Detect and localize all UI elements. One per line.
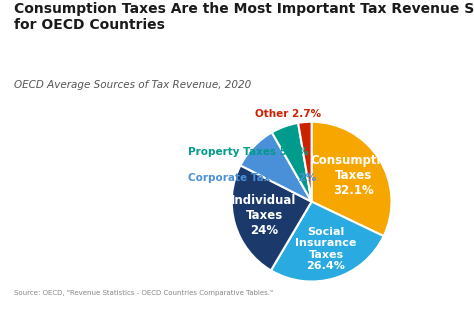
Wedge shape <box>240 132 311 202</box>
Wedge shape <box>271 202 383 281</box>
Text: OECD Average Sources of Tax Revenue, 2020: OECD Average Sources of Tax Revenue, 202… <box>14 80 252 90</box>
Text: Consumption
Taxes
32.1%: Consumption Taxes 32.1% <box>310 154 397 197</box>
Wedge shape <box>311 122 392 236</box>
Text: Corporate Taxes 9.2%: Corporate Taxes 9.2% <box>188 173 316 183</box>
Text: Consumption Taxes Are the Most Important Tax Revenue Source
for OECD Countries: Consumption Taxes Are the Most Important… <box>14 2 474 32</box>
Text: Property Taxes 5.6%: Property Taxes 5.6% <box>188 147 309 157</box>
Wedge shape <box>298 122 311 202</box>
Text: Other 2.7%: Other 2.7% <box>255 109 321 119</box>
Wedge shape <box>232 165 311 270</box>
Wedge shape <box>272 123 311 202</box>
Text: TAX FOUNDATION: TAX FOUNDATION <box>9 318 113 327</box>
Text: Individual
Taxes
24%: Individual Taxes 24% <box>231 194 297 237</box>
Text: @TaxFoundation: @TaxFoundation <box>379 318 465 327</box>
Text: Source: OECD, "Revenue Statistics - OECD Countries Comparative Tables.": Source: OECD, "Revenue Statistics - OECD… <box>14 290 273 296</box>
Text: Social
Insurance
Taxes
26.4%: Social Insurance Taxes 26.4% <box>295 227 357 271</box>
